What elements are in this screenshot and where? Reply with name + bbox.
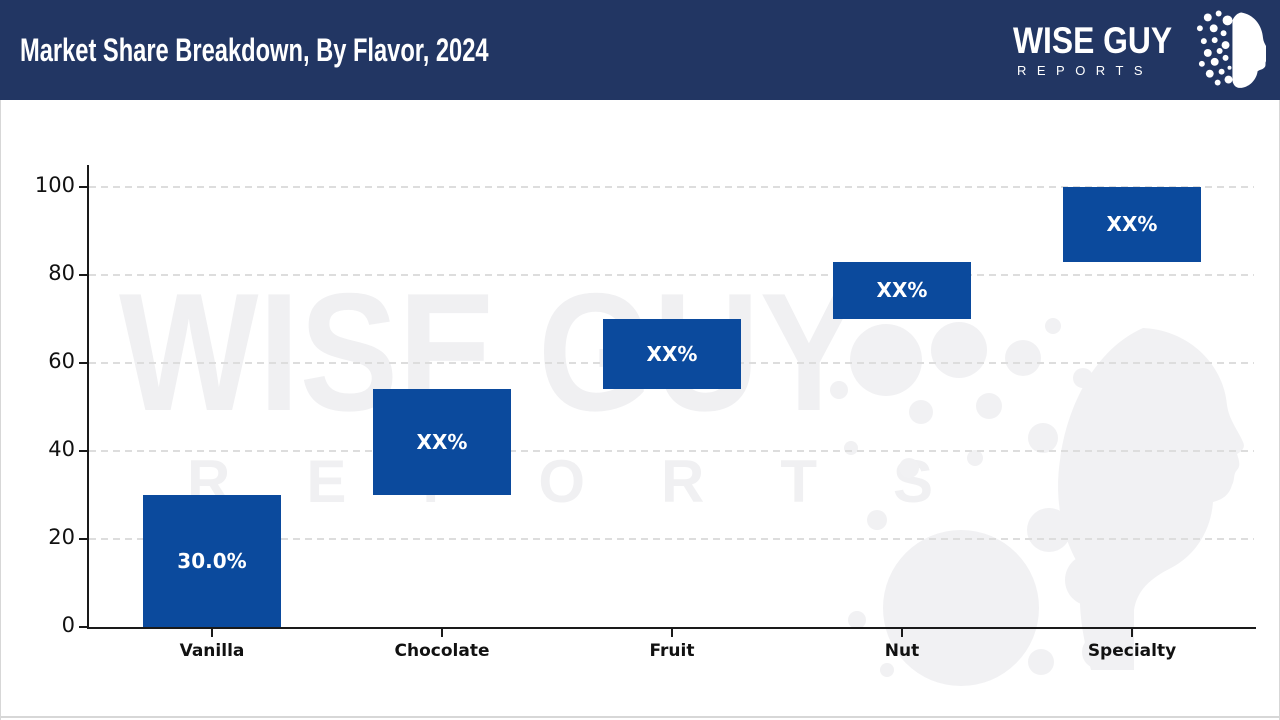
x-tick-mark-vanilla [211,629,213,637]
gridline-40 [89,450,1254,452]
x-tick-mark-specialty [1131,629,1133,637]
gridline-20 [89,538,1254,540]
x-tick-mark-chocolate [441,629,443,637]
x-tick-label-vanilla: Vanilla [179,641,245,661]
y-tick-label-80: 80 [48,261,75,285]
x-tick-label-chocolate: Chocolate [394,641,490,661]
y-tick-mark-0 [79,626,89,628]
brand-logo-text: WISE GUY REPORTS [1012,20,1198,79]
brand-name: WISE GUY [1012,20,1173,61]
bar-nut: XX% [833,261,971,319]
bar-value-label-fruit: XX% [646,342,698,367]
brand-logo: WISE GUY REPORTS [1013,7,1266,93]
bar-value-label-chocolate: XX% [416,430,468,455]
chart-area: WISE GUY REPORTS 0 20 40 60 80 100 30.0% Vanill… [0,100,1280,720]
x-tick-label-specialty: Specialty [1087,641,1177,661]
dotted-face-profile-icon [1196,10,1266,88]
header-banner: Market Share Breakdown, By Flavor, 2024 … [0,0,1280,100]
y-tick-mark-40 [79,450,89,452]
x-tick-label-fruit: Fruit [649,641,695,661]
gridline-100 [89,186,1254,188]
y-tick-label-20: 20 [48,525,75,549]
brand-subtitle: REPORTS [1016,63,1154,78]
y-tick-label-0: 0 [61,613,75,637]
y-tick-mark-60 [79,362,89,364]
gridline-80 [89,274,1254,276]
y-tick-label-40: 40 [48,437,75,461]
y-tick-label-60: 60 [48,349,75,373]
watermark-brand-subtitle: REPORTS [187,448,1010,515]
x-tick-mark-nut [901,629,903,637]
bar-value-label-vanilla: 30.0% [177,549,247,573]
y-tick-mark-100 [79,186,89,188]
bar-value-label-specialty: XX% [1106,212,1158,237]
bar-value-label-nut: XX% [876,278,928,303]
y-axis-line [87,165,89,629]
y-tick-mark-20 [79,538,89,540]
x-axis-line [87,627,1256,629]
y-tick-label-100: 100 [34,173,75,197]
bar-vanilla: 30.0% [143,495,281,627]
page-title: Market Share Breakdown, By Flavor, 2024 [20,31,489,68]
x-tick-mark-fruit [671,629,673,637]
bar-chocolate: XX% [373,389,511,495]
watermark-dotted-face-profile-icon [830,318,1244,686]
x-tick-label-nut: Nut [884,641,920,661]
bottom-divider [1,716,1280,718]
bar-specialty: XX% [1063,187,1201,262]
y-tick-mark-80 [79,274,89,276]
bar-fruit: XX% [603,319,741,390]
